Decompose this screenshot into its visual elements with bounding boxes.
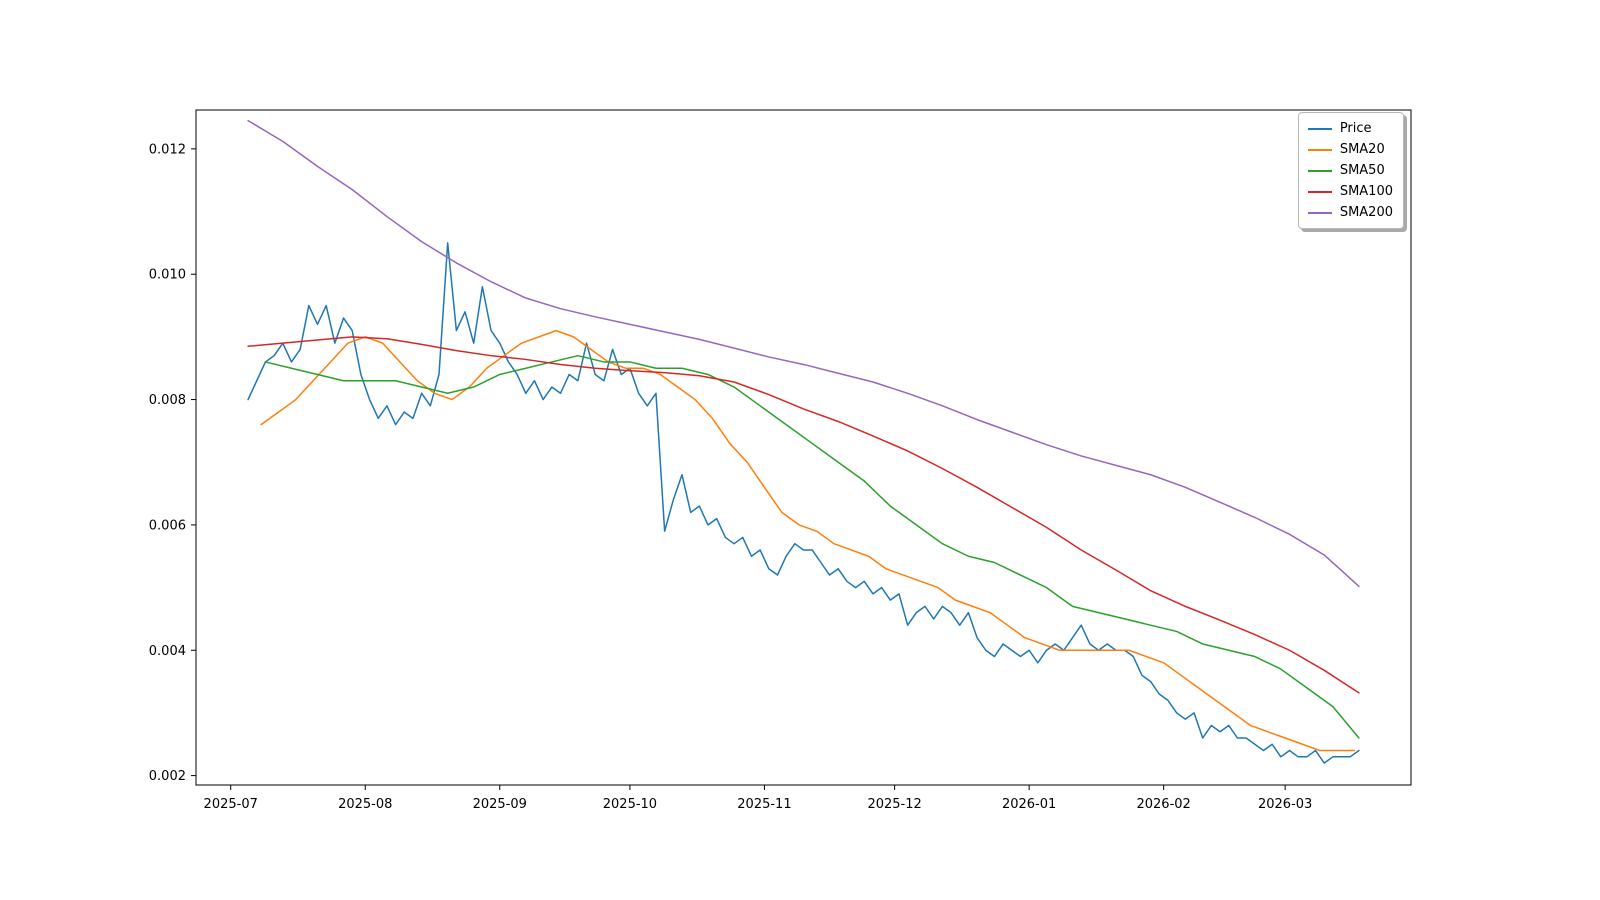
legend-label-sma100: SMA100 xyxy=(1339,184,1393,199)
y-tick-label: 0.004 xyxy=(149,644,186,659)
plot-area xyxy=(195,109,1412,786)
legend-item-price: Price xyxy=(1307,118,1393,139)
x-tick-label: 2026-03 xyxy=(1258,797,1312,812)
legend-item-sma20: SMA20 xyxy=(1307,139,1393,160)
y-tick-label: 0.002 xyxy=(149,769,186,784)
y-tick-label: 0.006 xyxy=(149,518,186,533)
series-line-sma200 xyxy=(247,119,1360,588)
x-tick-label: 2025-08 xyxy=(338,797,392,812)
series-line-sma50 xyxy=(264,354,1360,739)
legend-label-sma50: SMA50 xyxy=(1339,163,1385,178)
legend-line-swatch-sma50 xyxy=(1307,169,1332,172)
legend-line-swatch-price xyxy=(1307,127,1332,130)
series-line-sma100 xyxy=(247,336,1360,694)
legend-label-sma200: SMA200 xyxy=(1339,205,1393,220)
x-tick-label: 2026-01 xyxy=(1002,797,1056,812)
series-line-sma20 xyxy=(260,329,1356,752)
legend-line-swatch-sma20 xyxy=(1307,148,1332,151)
y-tick-label: 0.008 xyxy=(149,393,186,408)
x-tick-label: 2025-11 xyxy=(737,797,791,812)
x-tick-label: 2026-02 xyxy=(1136,797,1190,812)
legend-item-sma200: SMA200 xyxy=(1307,202,1393,223)
y-tick-label: 0.012 xyxy=(149,142,186,157)
legend-line-swatch-sma200 xyxy=(1307,211,1332,214)
legend-line-swatch-sma100 xyxy=(1307,190,1332,193)
legend: Price SMA20 SMA50 SMA100 SMA200 xyxy=(1297,112,1404,229)
series-layer xyxy=(247,119,1360,764)
y-tick-label: 0.010 xyxy=(149,268,186,283)
x-tick-label: 2025-12 xyxy=(867,797,921,812)
x-tick-label: 2025-10 xyxy=(603,797,657,812)
x-tick-label: 2025-09 xyxy=(473,797,527,812)
x-tick-label: 2025-07 xyxy=(204,797,258,812)
axes-layer: 2025-07 2025-08 2025-09 2025-10 2025-11 2025-… xyxy=(149,109,1412,812)
legend-label-sma20: SMA20 xyxy=(1339,142,1385,157)
legend-label-price: Price xyxy=(1339,121,1372,136)
series-line-price xyxy=(247,242,1360,764)
legend-item-sma50: SMA50 xyxy=(1307,160,1393,181)
legend-item-sma100: SMA100 xyxy=(1307,181,1393,202)
